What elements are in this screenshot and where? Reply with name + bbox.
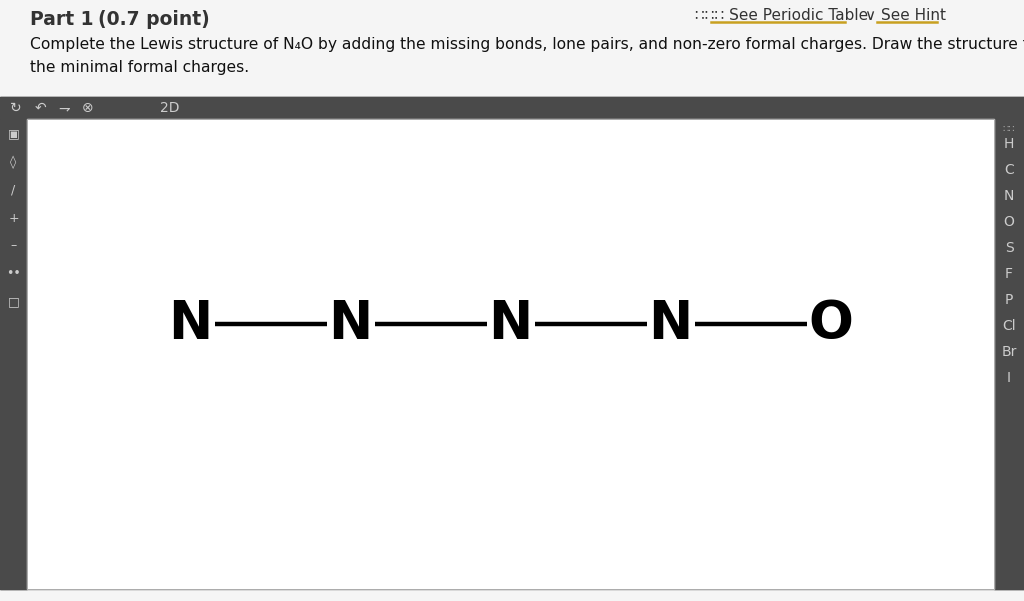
Text: ∷∷∷ See Periodic Table: ∷∷∷ See Periodic Table <box>695 8 868 23</box>
Text: ∨ See Hint: ∨ See Hint <box>865 8 946 23</box>
Text: N: N <box>1004 189 1014 203</box>
Text: N: N <box>488 298 532 350</box>
Text: F: F <box>1005 267 1013 281</box>
Text: /: / <box>11 183 15 197</box>
Text: ••: •• <box>6 267 20 281</box>
Bar <box>0 97 1024 589</box>
Text: ▣: ▣ <box>7 127 19 141</box>
Text: P: P <box>1005 293 1013 307</box>
Text: H: H <box>1004 137 1014 151</box>
Text: C: C <box>1005 163 1014 177</box>
Text: N: N <box>329 298 373 350</box>
Bar <box>0 119 27 589</box>
Text: +: + <box>8 212 18 225</box>
Text: Br: Br <box>1001 345 1017 359</box>
Text: ⊗: ⊗ <box>82 101 93 115</box>
Bar <box>994 119 1024 589</box>
Text: S: S <box>1005 241 1014 255</box>
Bar <box>27 119 994 589</box>
Text: Cl: Cl <box>1002 319 1016 333</box>
Text: □: □ <box>7 296 19 308</box>
Bar <box>0 0 1024 97</box>
Text: ⇁: ⇁ <box>58 101 70 115</box>
Text: –: – <box>10 240 16 252</box>
Text: N: N <box>168 298 213 350</box>
Bar <box>27 119 994 589</box>
Text: the minimal formal charges.: the minimal formal charges. <box>30 60 249 75</box>
Text: ↶: ↶ <box>35 101 47 115</box>
Text: O: O <box>808 298 853 350</box>
Text: Part 1: Part 1 <box>30 10 93 29</box>
Text: Complete the Lewis structure of N₄O by adding the missing bonds, lone pairs, and: Complete the Lewis structure of N₄O by a… <box>30 37 1024 52</box>
Text: O: O <box>1004 215 1015 229</box>
Text: ∷∷: ∷∷ <box>1002 124 1015 134</box>
Text: N: N <box>648 298 692 350</box>
Text: I: I <box>1007 371 1011 385</box>
Text: (0.7 point): (0.7 point) <box>85 10 210 29</box>
Text: ↻: ↻ <box>10 101 22 115</box>
Bar <box>0 97 1024 119</box>
Text: ◊: ◊ <box>10 155 16 169</box>
Text: 2D: 2D <box>160 101 179 115</box>
